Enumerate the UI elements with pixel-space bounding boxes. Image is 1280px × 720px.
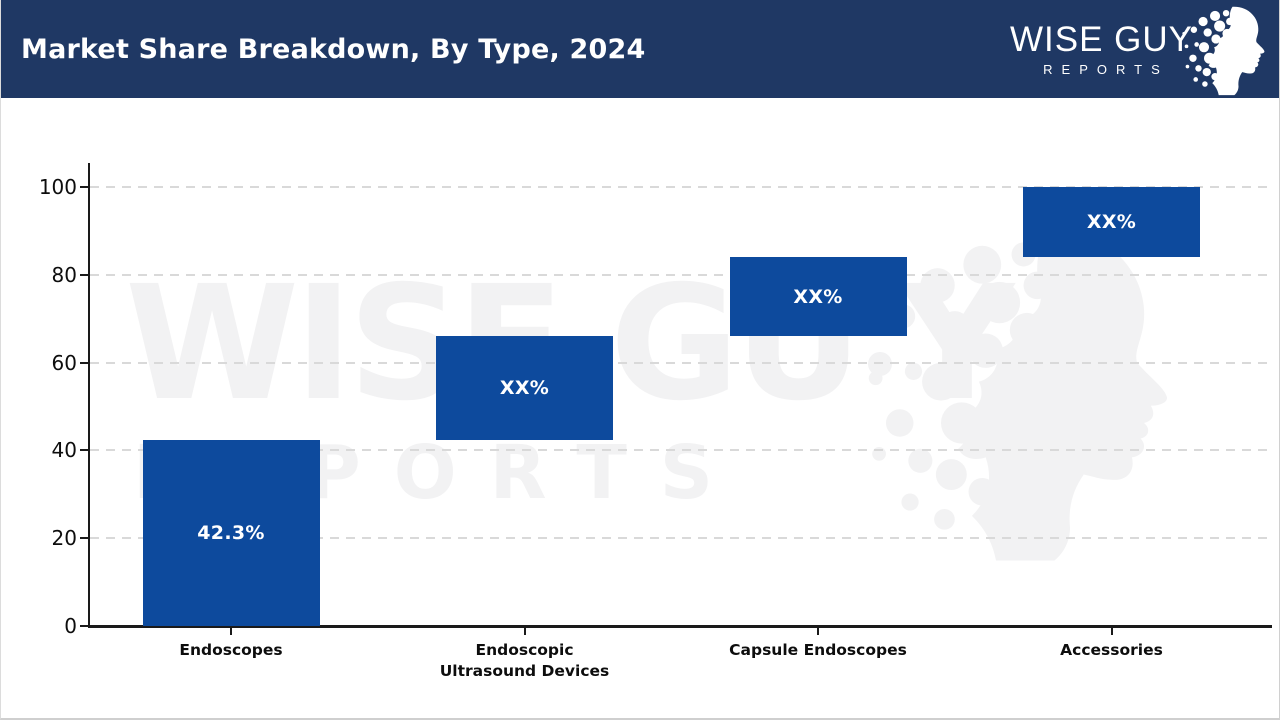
y-tick [80,273,88,276]
gridline [90,449,1272,452]
bar-segment: XX% [729,257,907,337]
y-tick-label: 0 [64,614,77,638]
x-tick [1110,628,1113,635]
bar-segment: XX% [1023,187,1200,258]
y-tick-label: 80 [51,262,77,287]
y-tick [80,361,88,364]
y-tick [80,625,88,627]
y-tick-label: 40 [51,438,77,463]
brand-logo: WISE GUY REPORTS [1010,0,1275,98]
x-tick [230,628,232,635]
y-tick [80,186,88,188]
watermark-dot [867,351,892,376]
category-label: Endoscopic Ultrasound Devices [439,641,610,680]
gridline [90,186,1272,188]
y-tick-label: 60 [51,350,77,375]
category-label: Capsule Endoscopes [729,641,907,659]
y-tick [80,449,88,452]
category-label: Accessories [1060,641,1163,659]
logo-head-icon [1182,6,1265,96]
bar-value-label: XX% [499,377,550,400]
x-tick [817,628,819,635]
y-tick-label: 100 [38,175,77,199]
x-tick [523,628,526,635]
y-tick [80,537,88,540]
y-axis-line [88,163,90,627]
bar-value-label: XX% [1086,211,1137,234]
bar-value-label: 42.3% [197,522,265,545]
bar-segment: XX% [436,336,613,441]
header: Market Share Breakdown, By Type, 2024 WI… [1,0,1279,98]
gridline [90,537,1272,540]
y-tick-label: 20 [51,526,77,551]
page-title: Market Share Breakdown, By Type, 2024 [21,33,646,65]
category-label: Endoscopes [179,641,283,659]
brand-logo-text: WISE GUY REPORTS [1010,22,1193,77]
bar-value-label: XX% [793,285,843,308]
gridline [90,273,1272,276]
brand-subname: REPORTS [1043,61,1169,77]
gridline [90,361,1272,364]
bar-segment: 42.3% [142,440,320,626]
brand-name: WISE GUY [1009,19,1193,59]
x-axis-line [88,625,1272,628]
